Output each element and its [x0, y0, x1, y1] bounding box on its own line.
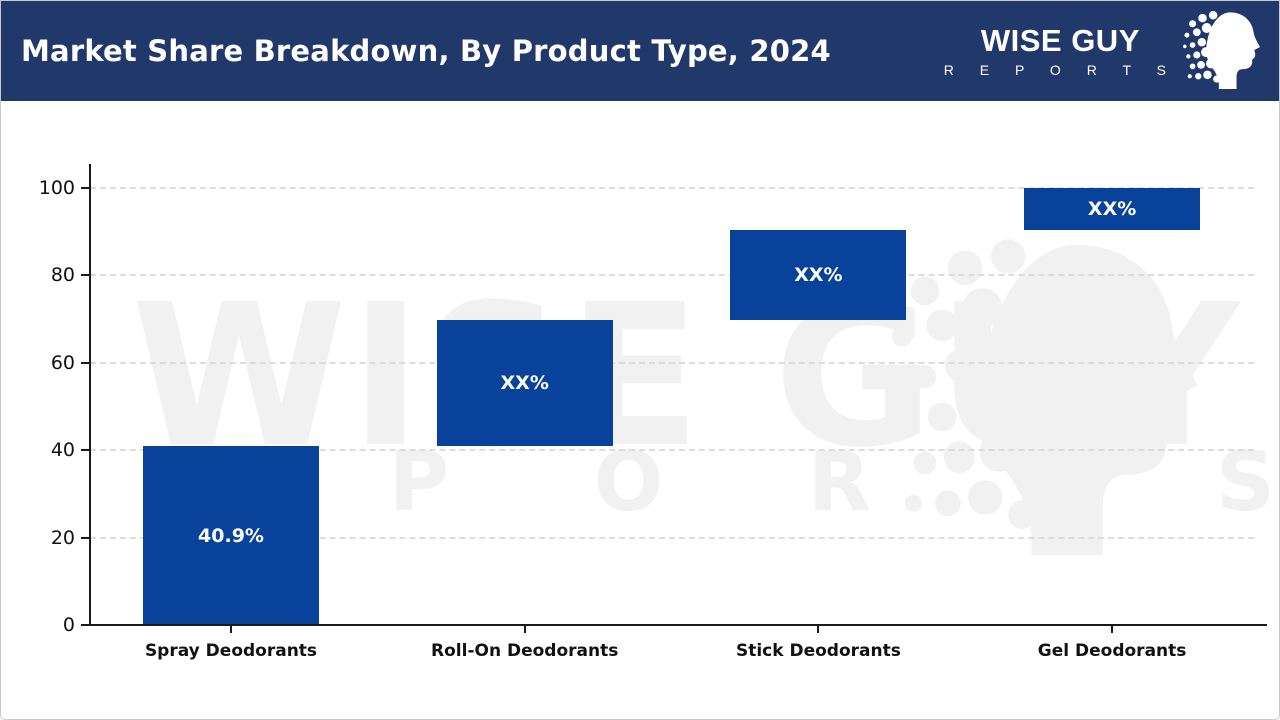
y-axis-line — [89, 164, 91, 626]
x-axis-tick — [1111, 626, 1114, 633]
y-axis-tick-label: 100 — [38, 177, 75, 199]
bar-value-label: XX% — [1087, 197, 1137, 220]
gridline — [90, 187, 1254, 189]
y-axis-tick — [81, 536, 89, 539]
y-axis-tick — [81, 624, 89, 626]
brand-subname: R E P O R T S — [943, 61, 1177, 78]
watermark-face-icon — [886, 239, 1198, 555]
x-axis-tick — [230, 626, 232, 633]
brand-face-icon — [1183, 11, 1260, 89]
bar-value-label: 40.9% — [198, 524, 264, 547]
gridline — [90, 536, 1254, 539]
x-axis-tick — [817, 626, 820, 633]
y-axis-tick-label: 20 — [50, 526, 75, 549]
y-axis-tick — [81, 187, 89, 189]
y-axis-tick — [81, 361, 89, 364]
y-axis-tick-label: 60 — [50, 351, 75, 374]
brand-logo-text: WISE GUY R E P O R T S — [944, 23, 1177, 78]
y-axis-tick — [81, 274, 89, 277]
x-axis-line — [89, 624, 1267, 626]
gridline — [90, 361, 1254, 364]
y-axis-tick — [81, 449, 89, 452]
bar-roll-on-deodorants: XX% — [436, 319, 613, 447]
y-axis-tick-label: 80 — [50, 264, 75, 287]
bar-value-label: XX% — [500, 372, 549, 395]
x-axis-tick — [523, 626, 526, 633]
x-axis-category-label: Spray Deodorants — [144, 641, 318, 661]
header-bar: Market Share Breakdown, By Product Type,… — [1, 1, 1279, 101]
y-axis-tick-label: 0 — [62, 614, 75, 636]
brand-name: WISE GUY — [980, 22, 1140, 58]
x-axis-category-label: Gel Deodorants — [1037, 641, 1187, 661]
x-axis-category-label: Stick Deodorants — [735, 641, 901, 661]
x-axis-category-label: Roll-On Deodorants — [431, 641, 619, 661]
page-title: Market Share Breakdown, By Product Type,… — [21, 34, 831, 68]
bar-stick-deodorants: XX% — [730, 229, 907, 320]
y-axis-tick-label: 40 — [50, 439, 75, 462]
gridline — [90, 274, 1254, 277]
bar-value-label: XX% — [794, 263, 843, 286]
bar-spray-deodorants: 40.9% — [143, 446, 319, 625]
bar-gel-deodorants: XX% — [1024, 188, 1201, 230]
brand-logo: WISE GUY R E P O R T S — [944, 11, 1263, 89]
gridline — [90, 449, 1254, 452]
